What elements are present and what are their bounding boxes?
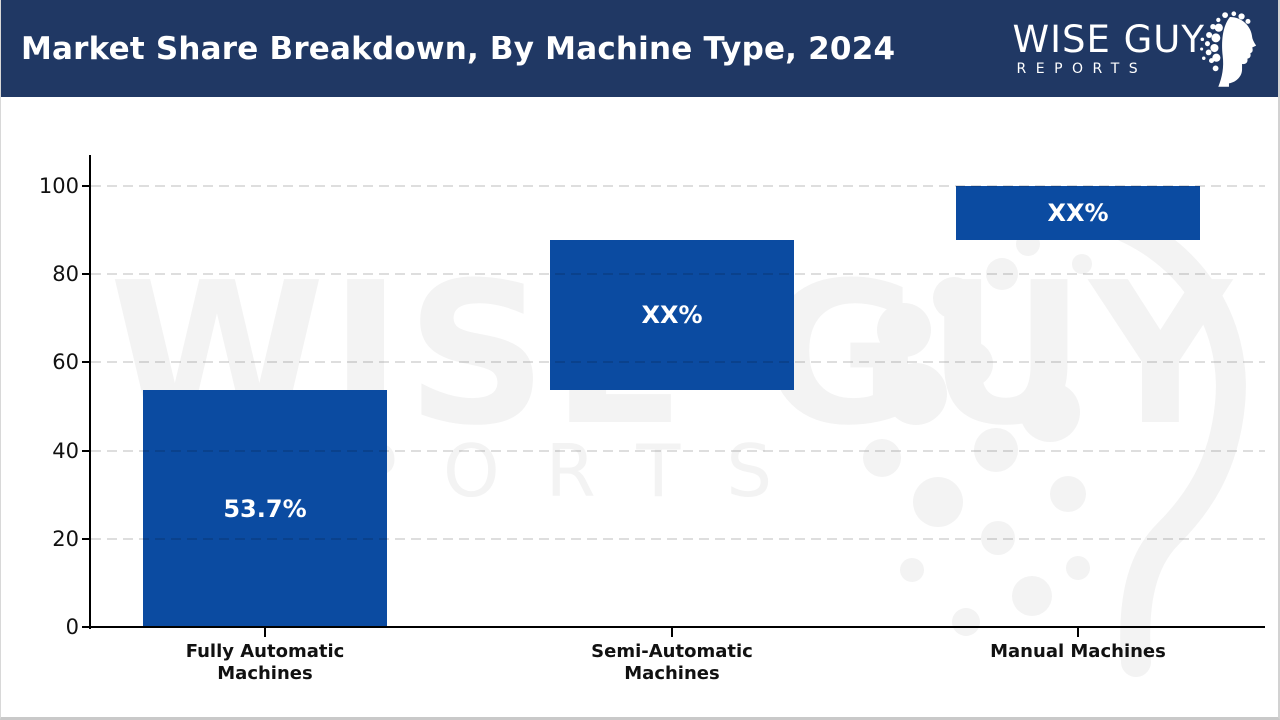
gridline-20 [91,537,1265,540]
y-tick-60 [82,361,90,364]
y-axis-line [89,155,91,629]
bar-segment-2 [550,240,794,391]
wiseguy-logo: WISE GUY REPORTS [1013,10,1259,87]
x-tick-3 [1077,628,1079,637]
report-header: Market Share Breakdown, By Machine Type,… [1,0,1278,97]
gridline-100 [91,185,1265,187]
y-tick-100 [82,185,90,187]
logo-wordmark: WISE GUY [1012,17,1205,61]
y-tick-label-20: 20 [52,526,79,551]
gridline-40 [91,449,1265,452]
gridline-60 [91,361,1265,364]
x-category-label-3: Manual Machines [990,641,1166,662]
y-tick-label-100: 100 [38,174,79,198]
wiseguy-head-icon [1200,10,1257,87]
bar-value-label-3: XX% [1047,199,1109,228]
bar-segment-1 [143,390,387,627]
x-category-label-2: Semi-Automatic Machines [591,641,753,684]
x-axis-line [89,626,1265,628]
bar-value-label-2: XX% [641,301,703,330]
y-tick-label-40: 40 [52,438,79,463]
x-tick-1 [264,628,266,637]
logo-subtext: REPORTS [1016,60,1148,77]
y-tick-20 [82,537,90,540]
y-tick-80 [82,273,90,276]
y-tick-label-60: 60 [52,350,79,375]
gridline-80 [91,273,1265,276]
bar-value-label-1: 53.7% [223,494,307,523]
y-tick-label-0: 0 [65,615,79,639]
y-tick-40 [82,449,90,452]
page-title: Market Share Breakdown, By Machine Type,… [21,30,896,67]
x-tick-2 [671,628,673,637]
logo-text: WISE GUY REPORTS [1013,21,1205,77]
y-tick-0 [82,626,90,628]
y-tick-label-80: 80 [52,262,79,287]
x-category-label-1: Fully Automatic Machines [185,641,345,684]
